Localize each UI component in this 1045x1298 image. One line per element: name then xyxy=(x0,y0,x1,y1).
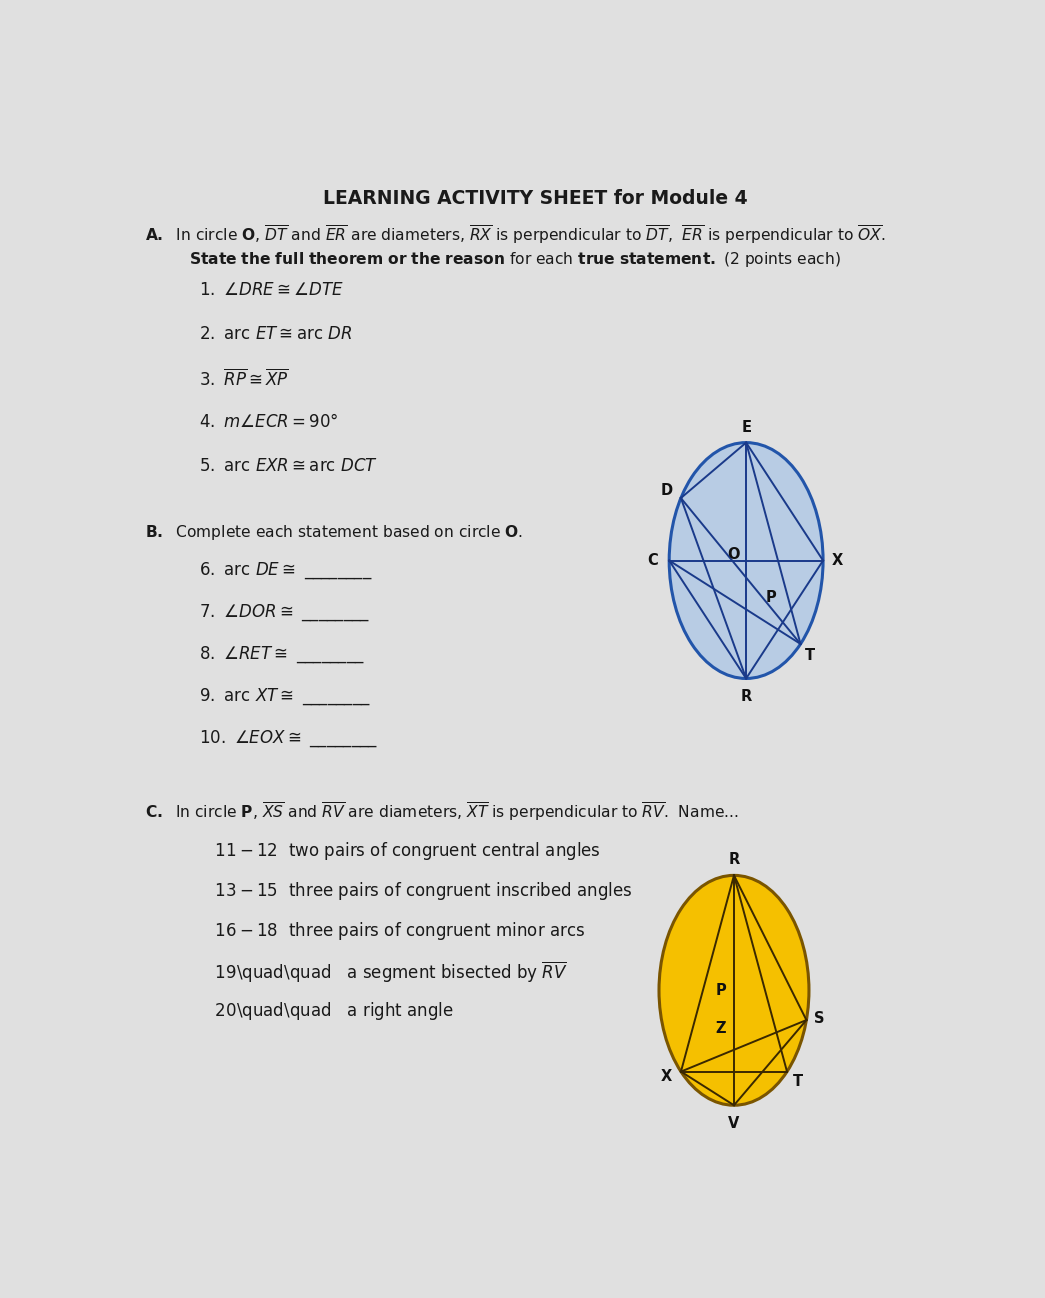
Text: $13-15$  three pairs of congruent inscribed angles: $13-15$ three pairs of congruent inscrib… xyxy=(200,880,633,902)
Text: V: V xyxy=(728,1116,740,1131)
Text: $3.\ \overline{RP} \cong \overline{XP}$: $3.\ \overline{RP} \cong \overline{XP}$ xyxy=(200,369,289,389)
Text: $5.\ \mathrm{arc}\ EXR \cong \mathrm{arc}\ DCT$: $5.\ \mathrm{arc}\ EXR \cong \mathrm{arc… xyxy=(200,457,378,475)
Text: LEARNING ACTIVITY SHEET for Module 4: LEARNING ACTIVITY SHEET for Module 4 xyxy=(323,188,748,208)
Text: $\mathbf{State\ the\ full\ theorem\ or\ the\ reason}$ for each $\mathbf{true\ st: $\mathbf{State\ the\ full\ theorem\ or\ … xyxy=(189,249,840,269)
Text: $7.\ \angle DOR \cong$ ________: $7.\ \angle DOR \cong$ ________ xyxy=(200,602,371,623)
Text: Z: Z xyxy=(716,1020,726,1036)
Text: $2.\ \mathrm{arc}\ ET \cong \mathrm{arc}\ DR$: $2.\ \mathrm{arc}\ ET \cong \mathrm{arc}… xyxy=(200,324,353,343)
Text: $4.\ m\angle ECR = 90°$: $4.\ m\angle ECR = 90°$ xyxy=(200,413,339,431)
Text: $10.\ \angle EOX \cong$ ________: $10.\ \angle EOX \cong$ ________ xyxy=(200,728,378,749)
Text: C: C xyxy=(648,553,658,569)
Text: $\mathbf{A.}$  In circle $\mathbf{O}$, $\overline{DT}$ and $\overline{ER}$ are d: $\mathbf{A.}$ In circle $\mathbf{O}$, $\… xyxy=(145,223,886,245)
Text: $20$\quad\quad   a right angle: $20$\quad\quad a right angle xyxy=(200,1001,455,1023)
Text: $6.\ \mathrm{arc}\ DE \cong$ ________: $6.\ \mathrm{arc}\ DE \cong$ ________ xyxy=(200,561,373,582)
Text: P: P xyxy=(716,983,726,998)
Text: R: R xyxy=(728,851,740,867)
Text: E: E xyxy=(741,421,751,435)
Text: $8.\ \angle RET \cong$ ________: $8.\ \angle RET \cong$ ________ xyxy=(200,645,366,665)
Text: $9.\ \mathrm{arc}\ XT \cong$ ________: $9.\ \mathrm{arc}\ XT \cong$ ________ xyxy=(200,687,371,707)
Text: P: P xyxy=(765,591,776,605)
Text: S: S xyxy=(814,1011,825,1025)
Text: $16-18$  three pairs of congruent minor arcs: $16-18$ three pairs of congruent minor a… xyxy=(200,920,585,942)
Text: X: X xyxy=(660,1070,672,1084)
Text: O: O xyxy=(727,546,740,562)
Text: X: X xyxy=(832,553,843,569)
Ellipse shape xyxy=(659,875,809,1106)
Text: D: D xyxy=(660,483,672,497)
Text: R: R xyxy=(741,689,751,704)
Ellipse shape xyxy=(669,443,823,679)
Text: T: T xyxy=(793,1073,804,1089)
Text: $1.\ \angle DRE \cong \angle DTE$: $1.\ \angle DRE \cong \angle DTE$ xyxy=(200,280,345,299)
Text: $\mathbf{C.}$  In circle $\mathbf{P}$, $\overline{XS}$ and $\overline{RV}$ are d: $\mathbf{C.}$ In circle $\mathbf{P}$, $\… xyxy=(145,801,739,823)
Text: T: T xyxy=(806,649,815,663)
Text: $\mathbf{B.}$  Complete each statement based on circle $\mathbf{O}$.: $\mathbf{B.}$ Complete each statement ba… xyxy=(145,523,524,541)
Text: $19$\quad\quad   a segment bisected by $\overline{RV}$: $19$\quad\quad a segment bisected by $\o… xyxy=(200,961,568,985)
Text: $11-12$  two pairs of congruent central angles: $11-12$ two pairs of congruent central a… xyxy=(200,840,601,862)
